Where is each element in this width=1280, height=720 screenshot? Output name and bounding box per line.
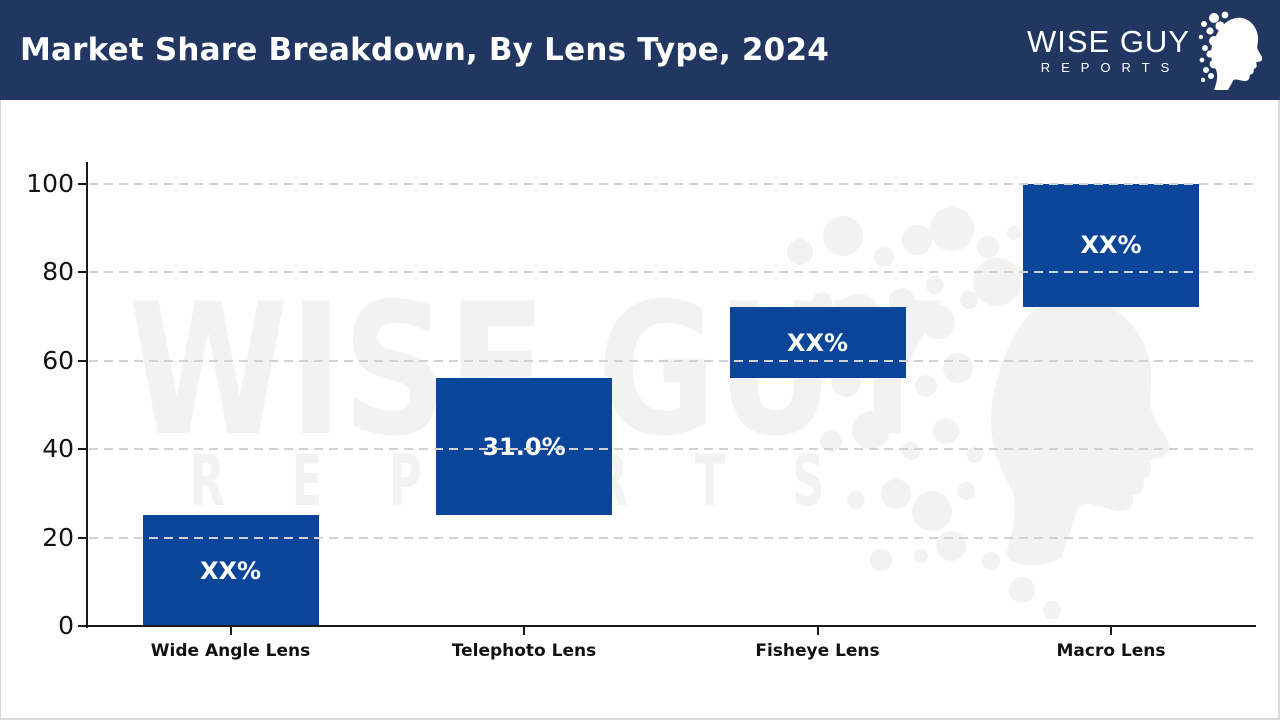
bar-value-label: XX% [199, 556, 262, 585]
x-tick-2 [816, 627, 819, 635]
x-category-label-3: Macro Lens [1056, 641, 1166, 661]
y-tick-label-100: 100 [26, 168, 74, 198]
bar-value-label: 31.0% [482, 432, 566, 461]
x-category-label-0: Wide Angle Lens [150, 641, 311, 661]
wiseguy-face-icon [1198, 11, 1262, 90]
x-category-label-2: Fisheye Lens [755, 641, 880, 661]
page-title: Market Share Breakdown, By Lens Type, 20… [20, 32, 829, 68]
gridline-40 [89, 448, 1256, 450]
gridline-60 [89, 359, 1256, 362]
logo-subtitle: REPORTS [1040, 60, 1181, 75]
x-category-label-1: Telephoto Lens [451, 641, 597, 661]
x-tick-1 [523, 627, 525, 635]
gridline-20 [89, 536, 1256, 539]
logo-wordmark: WISE GUY [1026, 24, 1190, 59]
y-tick-40 [78, 448, 86, 450]
bar-fisheye-lens: XX% [729, 307, 906, 379]
x-tick-3 [1110, 627, 1112, 635]
y-tick-0 [78, 625, 86, 627]
x-axis-line [80, 625, 1256, 627]
bar-value-label: XX% [1080, 231, 1142, 260]
y-tick-label-60: 60 [42, 345, 74, 375]
wiseguy-logo: WISE GUY REPORTS [1027, 10, 1262, 90]
bar-telephoto-lens: 31.0% [436, 378, 612, 516]
y-tick-60 [78, 359, 86, 362]
y-tick-20 [78, 536, 86, 539]
gridline-80 [89, 271, 1256, 273]
bar-value-label: XX% [786, 328, 849, 357]
y-tick-label-80: 80 [42, 257, 74, 286]
y-tick-label-0: 0 [58, 611, 74, 640]
header-bar: Market Share Breakdown, By Lens Type, 20… [0, 0, 1280, 100]
y-tick-label-20: 20 [42, 522, 74, 552]
y-tick-100 [78, 182, 86, 185]
wiseguy-logo-text: WISE GUY REPORTS [1027, 26, 1190, 74]
bar-wide-angle-lens: XX% [142, 515, 319, 626]
y-tick-label-40: 40 [42, 434, 74, 463]
gridline-100 [89, 182, 1256, 185]
y-axis-line [86, 162, 88, 628]
y-tick-80 [78, 271, 86, 273]
bar-macro-lens: XX% [1023, 183, 1199, 308]
x-tick-0 [229, 627, 232, 635]
